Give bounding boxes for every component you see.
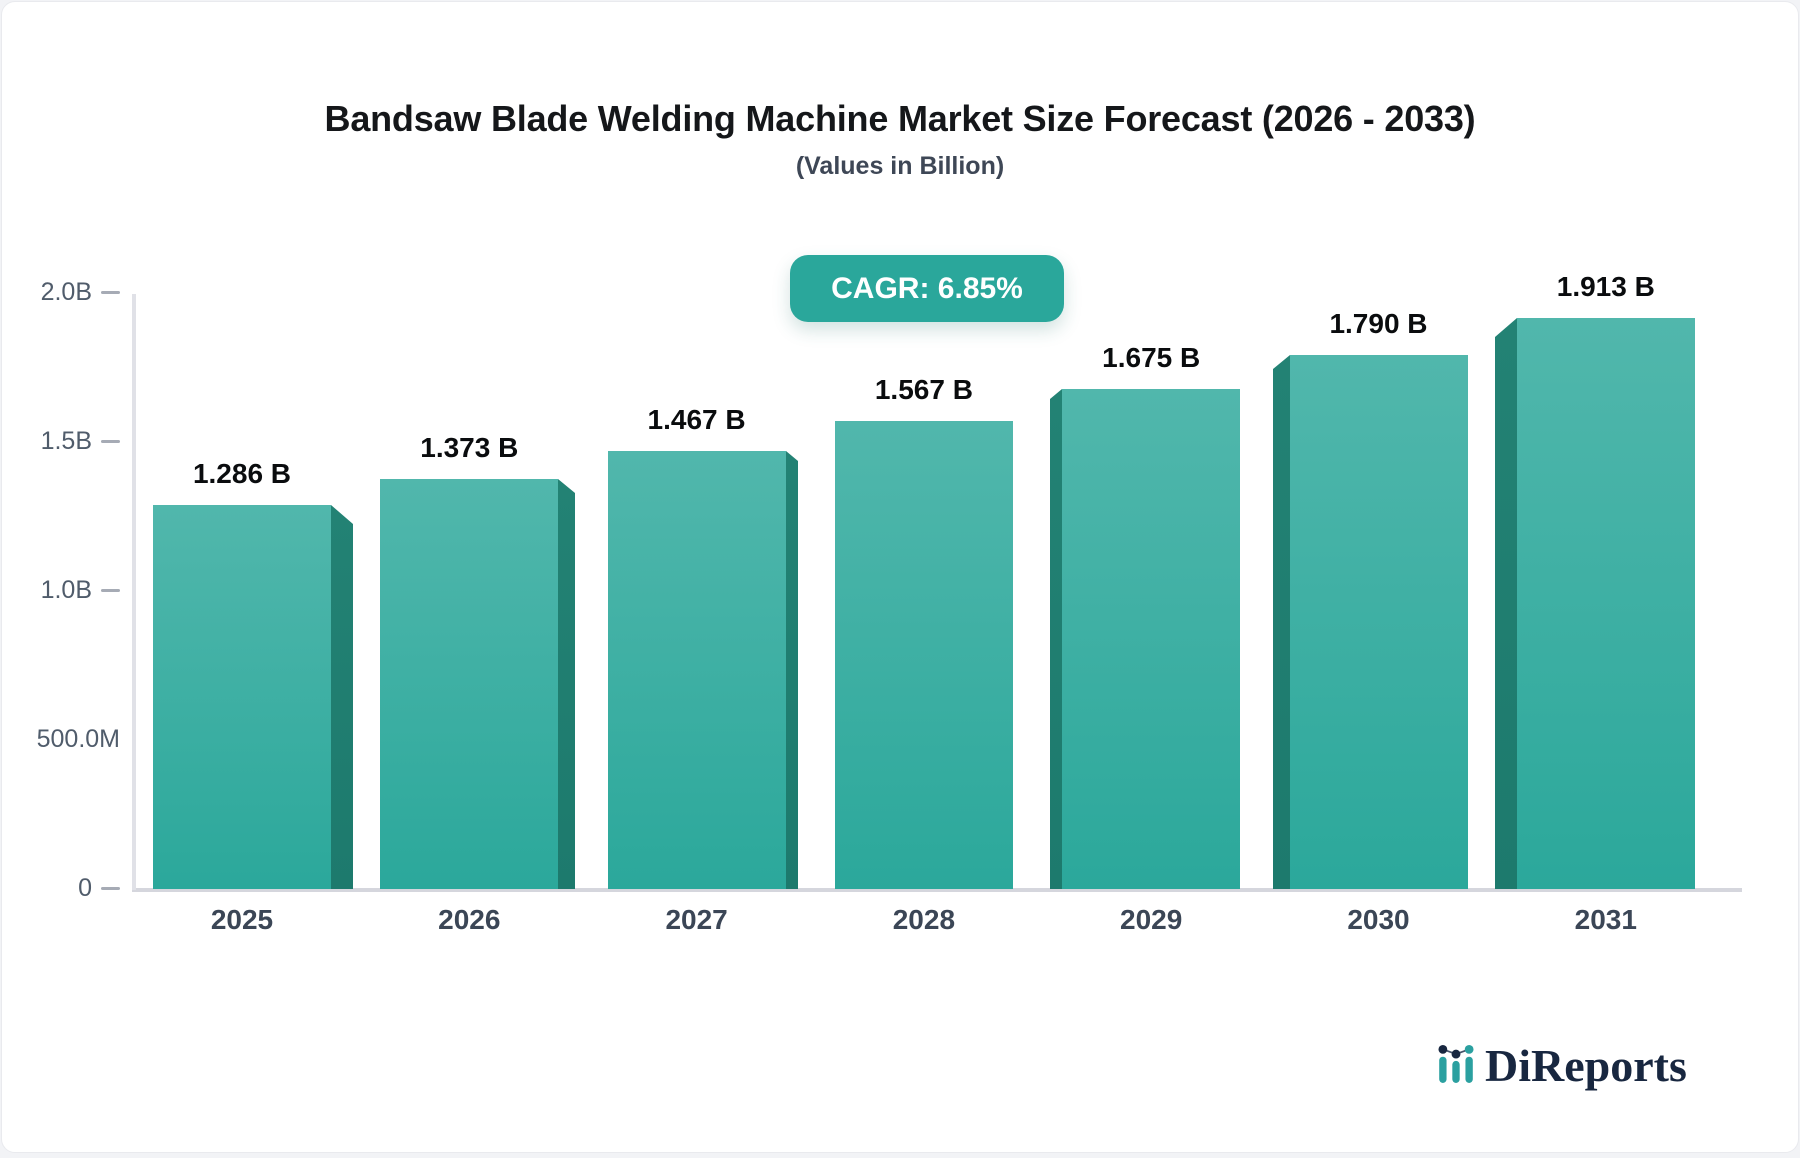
y-tick-label: 500.0M — [36, 724, 120, 753]
x-tick-2028: 2028 — [892, 904, 956, 935]
x-tick-2031: 2031 — [1574, 904, 1637, 935]
bar-2025 — [153, 505, 331, 889]
bar-value-label-2030: 1.790 B — [1329, 308, 1428, 339]
y-tick-label: 0 — [78, 873, 92, 902]
bar-side-2030 — [1273, 355, 1290, 889]
bar-value-label-2027: 1.467 B — [647, 404, 746, 435]
bar-2030 — [1290, 355, 1468, 889]
bar-side-2027 — [786, 451, 798, 889]
brand-logo-icon — [1438, 1044, 1474, 1083]
y-tick-label: 1.5B — [40, 426, 92, 455]
x-tick-2029: 2029 — [1120, 904, 1183, 935]
y-tick-label: 1.0B — [40, 575, 92, 604]
x-tick-2030: 2030 — [1347, 904, 1410, 935]
bar-2027 — [608, 451, 786, 889]
x-tick-2026: 2026 — [438, 904, 501, 935]
bar-value-label-2026: 1.373 B — [420, 432, 519, 463]
y-tick-1.5B: 1.5B — [2, 425, 120, 457]
bar-side-2026 — [558, 479, 575, 889]
bar-2026 — [380, 479, 558, 889]
y-axis-line — [132, 294, 136, 890]
bar-value-label-2025: 1.286 B — [192, 458, 292, 489]
y-tick-label: 2.0B — [40, 277, 92, 306]
y-tick-mark — [101, 588, 120, 592]
chart-title: Bandsaw Blade Welding Machine Market Siz… — [324, 98, 1476, 139]
y-tick-mark — [101, 290, 120, 294]
bar-value-label-2031: 1.913 B — [1556, 271, 1655, 302]
y-tick-0: 0 — [2, 872, 120, 904]
y-tick-1.0B: 1.0B — [2, 574, 120, 606]
x-tick-2027: 2027 — [665, 904, 728, 935]
bar-side-2025 — [331, 505, 353, 889]
bar-value-label-2029: 1.675 B — [1102, 342, 1201, 373]
chart-subtitle: (Values in Billion) — [795, 152, 1005, 180]
bar-side-2031 — [1495, 318, 1517, 889]
y-tick-mark — [101, 886, 120, 890]
y-tick-2.0B: 2.0B — [2, 276, 120, 308]
y-tick-mark — [101, 439, 120, 443]
x-axis-baseline — [132, 888, 1742, 892]
y-tick-500.0M: 500.0M — [2, 723, 135, 755]
bar-side-2029 — [1050, 389, 1062, 889]
cagr-badge: CAGR: 6.85% — [790, 255, 1064, 322]
brand-logo-text: DiReports — [1485, 1040, 1687, 1091]
brand-logo: DiReports — [1435, 1040, 1687, 1092]
cagr-badge-label: CAGR: 6.85% — [831, 271, 1023, 305]
x-tick-2025: 2025 — [210, 904, 274, 935]
bar-2029 — [1062, 389, 1240, 889]
bar-2031 — [1517, 318, 1695, 889]
bar-value-label-2028: 1.567 B — [874, 374, 973, 405]
bar-2028 — [835, 421, 1013, 889]
